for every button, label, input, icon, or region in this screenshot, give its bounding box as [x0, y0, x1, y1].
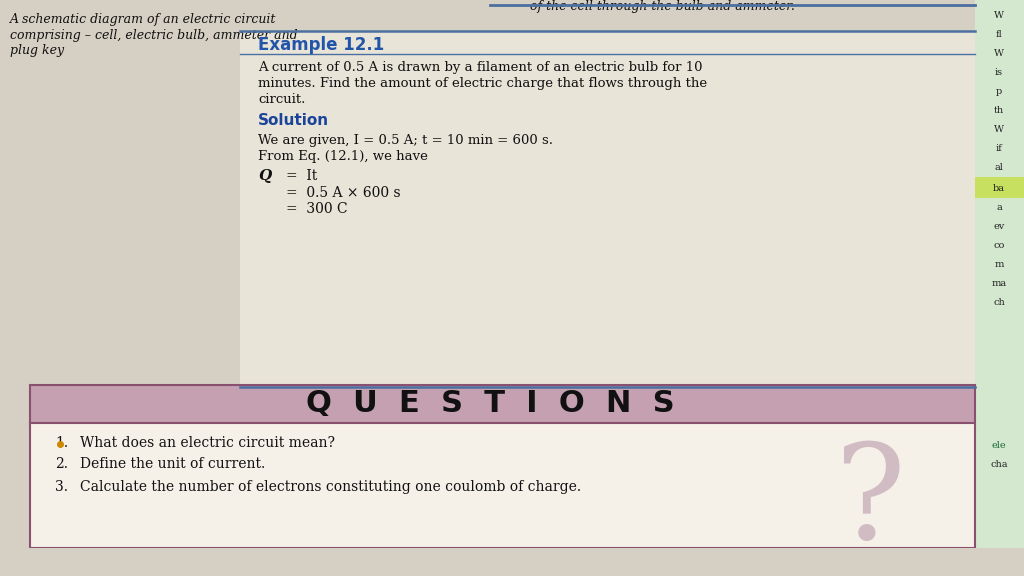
FancyBboxPatch shape: [240, 32, 975, 388]
Text: =  0.5 A × 600 s: = 0.5 A × 600 s: [286, 185, 400, 200]
Text: 3.: 3.: [55, 480, 68, 494]
Text: Define the unit of current.: Define the unit of current.: [80, 457, 265, 471]
Text: What does an electric circuit mean?: What does an electric circuit mean?: [80, 436, 335, 450]
FancyBboxPatch shape: [975, 0, 1024, 548]
Text: W: W: [994, 49, 1004, 58]
Text: ele: ele: [991, 441, 1007, 450]
Text: From Eq. (12.1), we have: From Eq. (12.1), we have: [258, 150, 428, 164]
Text: ba: ba: [993, 184, 1005, 193]
Text: Example 12.1: Example 12.1: [258, 36, 384, 54]
Text: ?: ?: [835, 438, 905, 567]
Text: We are given, I = 0.5 A; t = 10 min = 600 s.: We are given, I = 0.5 A; t = 10 min = 60…: [258, 134, 553, 147]
Text: ev: ev: [993, 222, 1005, 231]
Text: th: th: [994, 106, 1005, 115]
Text: 2.: 2.: [55, 457, 68, 471]
Text: p: p: [996, 87, 1002, 96]
Text: if: if: [995, 144, 1002, 153]
Text: of the cell through the bulb and ammeter.: of the cell through the bulb and ammeter…: [530, 0, 795, 13]
Text: Solution: Solution: [258, 113, 329, 128]
Text: 1.: 1.: [55, 436, 69, 450]
Text: =  300 C: = 300 C: [286, 202, 347, 216]
Text: A schematic diagram of an electric circuit: A schematic diagram of an electric circu…: [10, 13, 276, 26]
Text: Calculate the number of electrons constituting one coulomb of charge.: Calculate the number of electrons consti…: [80, 480, 582, 494]
Text: W: W: [994, 11, 1004, 20]
Text: cha: cha: [990, 460, 1008, 469]
Text: a: a: [996, 203, 1001, 212]
Text: =  It: = It: [286, 169, 317, 184]
Text: is: is: [995, 68, 1004, 77]
Text: circuit.: circuit.: [258, 93, 305, 107]
FancyBboxPatch shape: [30, 423, 975, 548]
FancyBboxPatch shape: [975, 177, 1024, 198]
Text: A current of 0.5 A is drawn by a filament of an electric bulb for 10: A current of 0.5 A is drawn by a filamen…: [258, 61, 702, 74]
Text: ch: ch: [993, 298, 1005, 307]
Text: fl: fl: [995, 30, 1002, 39]
Text: comprising – cell, electric bulb, ammeter and: comprising – cell, electric bulb, ammete…: [10, 29, 298, 41]
Text: m: m: [994, 260, 1004, 269]
Text: ma: ma: [991, 279, 1007, 288]
Text: Q  U  E  S  T  I  O  N  S: Q U E S T I O N S: [306, 389, 675, 418]
Text: minutes. Find the amount of electric charge that flows through the: minutes. Find the amount of electric cha…: [258, 77, 708, 90]
Text: co: co: [993, 241, 1005, 250]
FancyBboxPatch shape: [30, 385, 975, 425]
Text: al: al: [994, 163, 1004, 172]
Text: Q: Q: [258, 169, 271, 184]
Text: plug key: plug key: [10, 44, 65, 57]
Text: W: W: [994, 125, 1004, 134]
